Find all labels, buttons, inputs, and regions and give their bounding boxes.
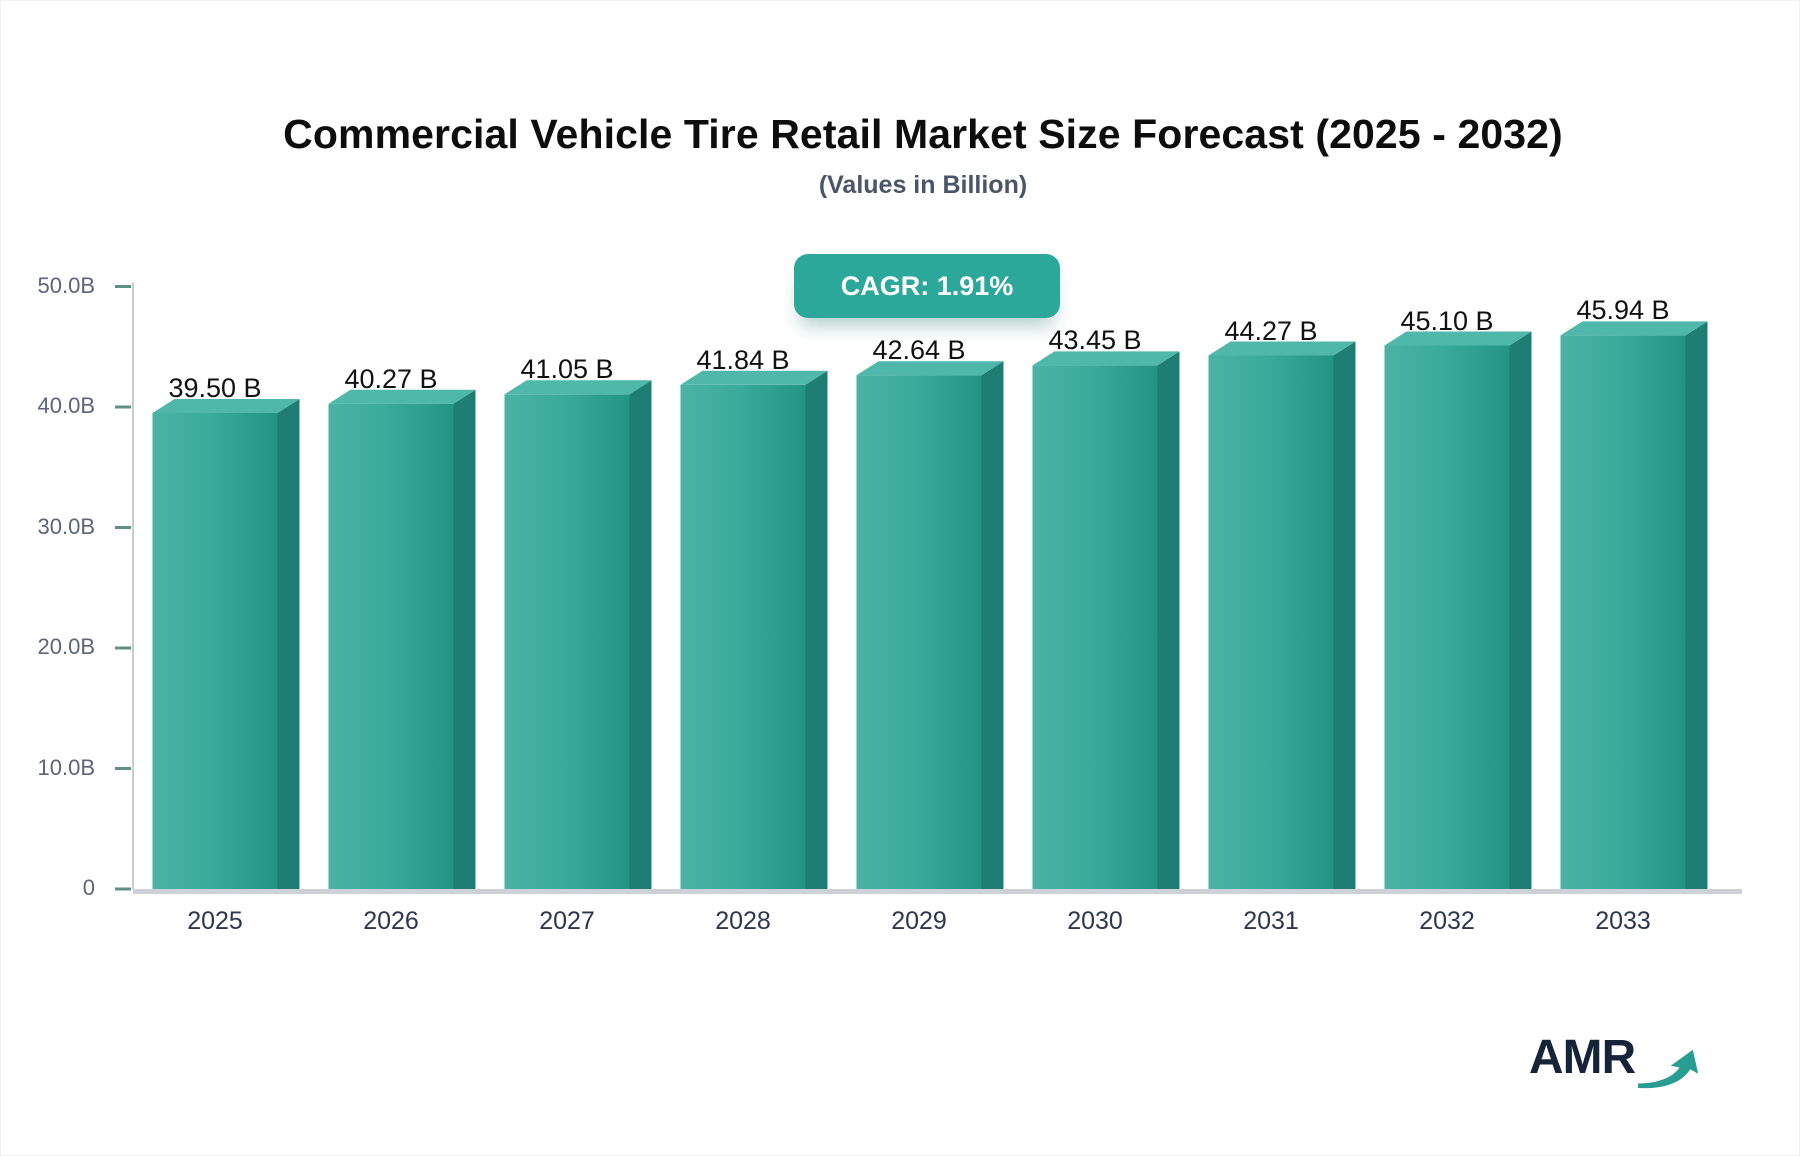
svg-text:AMR: AMR: [1529, 1031, 1636, 1084]
